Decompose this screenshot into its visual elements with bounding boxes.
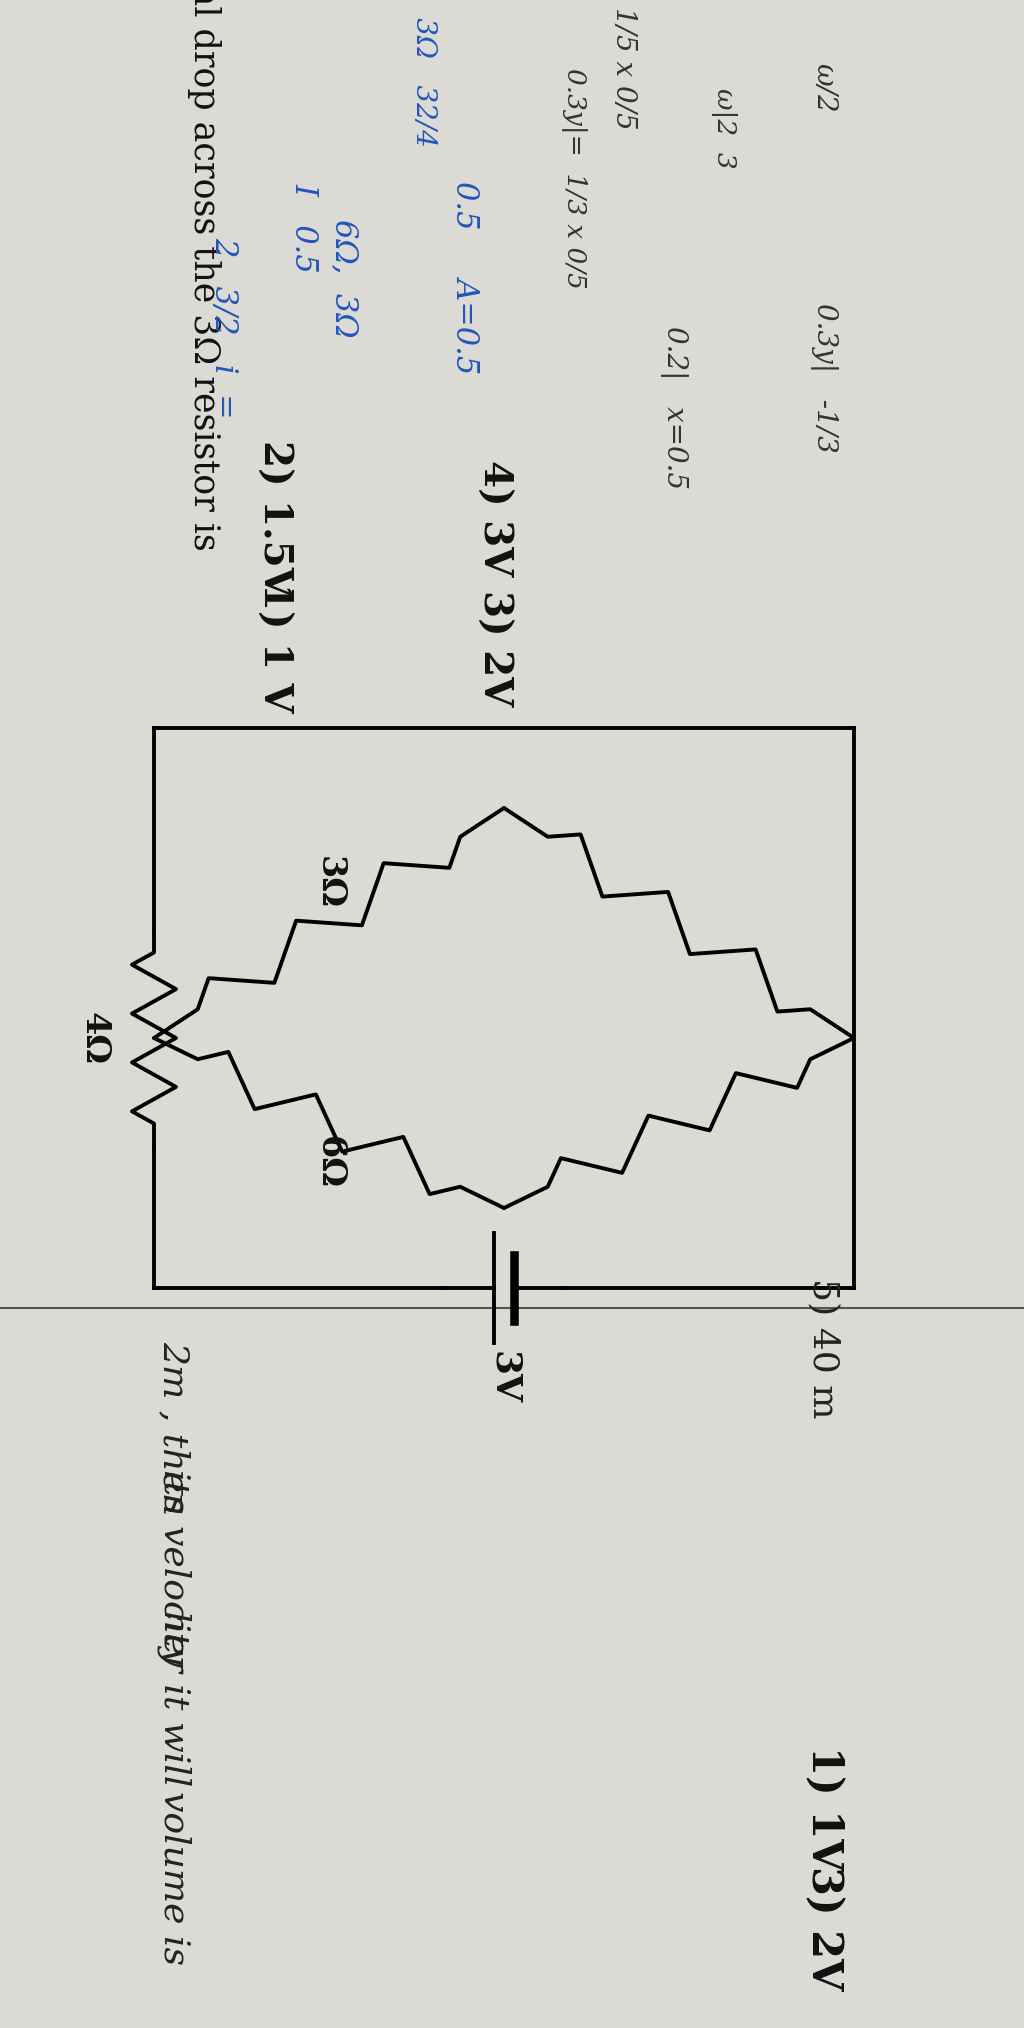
Text: 4Ω: 4Ω — [78, 1012, 111, 1065]
Text: its velocity: its velocity — [157, 1468, 191, 1667]
Text: ω|2  3: ω|2 3 — [711, 87, 737, 168]
Text: her it will: her it will — [157, 1610, 191, 1787]
Text: 0.5     A=0.5: 0.5 A=0.5 — [449, 180, 479, 375]
Text: 3) 2V: 3) 2V — [475, 590, 513, 706]
Text: 0.2|   x=0.5: 0.2| x=0.5 — [660, 327, 688, 489]
Text: ω/2: ω/2 — [811, 63, 838, 114]
Text: 5) 40 m: 5) 40 m — [807, 1278, 841, 1418]
Text: 2   3/2   i  =: 2 3/2 i = — [209, 237, 240, 420]
Text: 0.3y|=  1/3 x 0/5: 0.3y|= 1/3 x 0/5 — [561, 67, 587, 288]
Text: volume is: volume is — [157, 1791, 191, 1965]
Text: 6Ω,  3Ω   32/4: 6Ω, 3Ω 32/4 — [411, 0, 437, 146]
Text: 1) 1V: 1) 1V — [803, 1746, 845, 1870]
Text: 3Ω: 3Ω — [312, 856, 345, 909]
Text: 3V: 3V — [487, 1351, 521, 1405]
Text: I   0.5: I 0.5 — [289, 183, 319, 274]
Text: 2) 1.5V: 2) 1.5V — [255, 440, 293, 596]
Text: 3) 2V: 3) 2V — [803, 1866, 845, 1989]
Text: 17.  The potential drop across the 3Ω resistor is: 17. The potential drop across the 3Ω res… — [187, 0, 221, 552]
Text: 6Ω,  3Ω: 6Ω, 3Ω — [329, 219, 359, 337]
Text: 6Ω: 6Ω — [312, 1136, 345, 1190]
Text: 1/5 x 0/5: 1/5 x 0/5 — [610, 6, 638, 130]
Text: 2m , then: 2m , then — [157, 1341, 191, 1515]
Text: 4) 3V: 4) 3V — [475, 460, 513, 576]
Text: 0.3y|   -1/3: 0.3y| -1/3 — [810, 302, 838, 452]
Text: 1) 1 V: 1) 1 V — [255, 584, 293, 712]
